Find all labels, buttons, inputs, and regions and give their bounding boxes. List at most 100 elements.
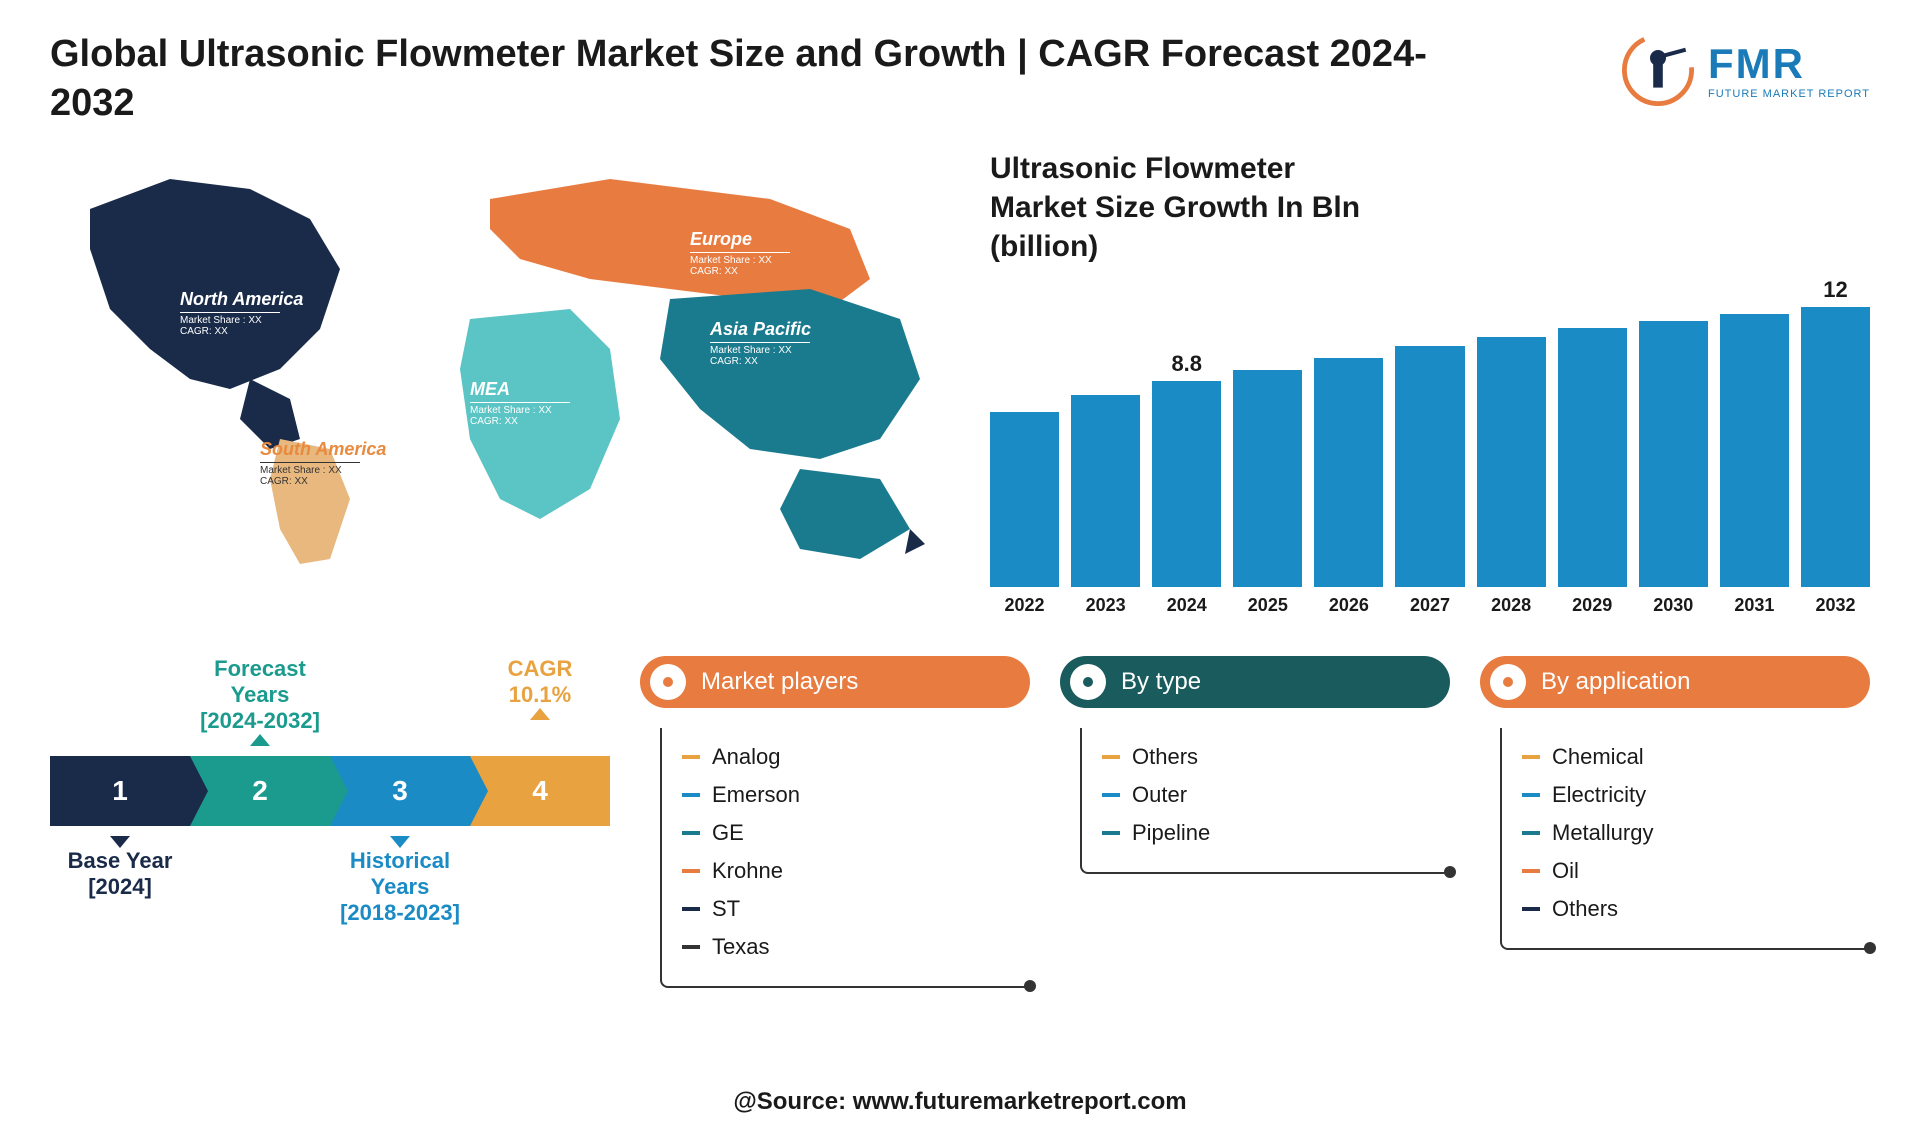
bar-2023: 2023 bbox=[1071, 365, 1140, 615]
timeline-seg-4: 4 bbox=[470, 756, 610, 826]
bar-2026: 2026 bbox=[1314, 328, 1383, 616]
bar-value: 8.8 bbox=[1171, 351, 1202, 377]
chart-title: Ultrasonic Flowmeter Market Size Growth … bbox=[990, 149, 1390, 266]
dash-icon bbox=[1522, 869, 1540, 873]
dash-icon bbox=[1522, 907, 1540, 911]
fmr-logo-icon bbox=[1618, 30, 1698, 110]
dash-icon bbox=[682, 831, 700, 835]
bar-year: 2023 bbox=[1086, 595, 1126, 616]
circle-icon bbox=[1070, 664, 1106, 700]
category-header: By type bbox=[1060, 656, 1450, 708]
category-by-type: By typeOthersOuterPipeline bbox=[1060, 656, 1450, 988]
list-item: Krohne bbox=[682, 852, 1030, 890]
item-label: Chemical bbox=[1552, 744, 1644, 770]
dash-icon bbox=[1522, 755, 1540, 759]
list-item: Metallurgy bbox=[1522, 814, 1870, 852]
category-list: Chemical Electricity Metallurgy Oil Others bbox=[1500, 728, 1870, 950]
bars-container: 202220238.820242025202620272028202920302… bbox=[990, 276, 1870, 616]
category-market-players: Market players Analog Emerson GE Krohne ST Tex… bbox=[640, 656, 1030, 988]
bar-year: 2032 bbox=[1815, 595, 1855, 616]
source-attribution: @Source: www.futuremarketreport.com bbox=[733, 1088, 1186, 1116]
list-item: Pipeline bbox=[1102, 814, 1450, 852]
list-item: Oil bbox=[1522, 852, 1870, 890]
circle-icon bbox=[1490, 664, 1526, 700]
item-label: Oil bbox=[1552, 858, 1579, 884]
bar-rect bbox=[1314, 358, 1383, 587]
item-label: Electricity bbox=[1552, 782, 1646, 808]
categories: Market players Analog Emerson GE Krohne ST Tex… bbox=[640, 656, 1870, 988]
list-item: Outer bbox=[1102, 776, 1450, 814]
bar-year: 2031 bbox=[1734, 595, 1774, 616]
bar-year: 2029 bbox=[1572, 595, 1612, 616]
timeline-seg-2: 2 bbox=[190, 756, 330, 826]
list-item: GE bbox=[682, 814, 1030, 852]
forecast-label: Forecast Years [2024-2032] bbox=[190, 656, 330, 746]
timeline: Forecast Years [2024-2032] CAGR 10.1% 1 … bbox=[50, 656, 610, 926]
bar-rect bbox=[1558, 328, 1627, 587]
bar-year: 2027 bbox=[1410, 595, 1450, 616]
circle-icon bbox=[650, 664, 686, 700]
bar-2027: 2027 bbox=[1395, 316, 1464, 615]
bar-2032: 122032 bbox=[1801, 277, 1870, 616]
dash-icon bbox=[1102, 755, 1120, 759]
dash-icon bbox=[682, 793, 700, 797]
bar-2030: 2030 bbox=[1639, 291, 1708, 616]
item-label: Analog bbox=[712, 744, 781, 770]
bar-2024: 8.8 2024 bbox=[1152, 351, 1221, 615]
list-item: Others bbox=[1522, 890, 1870, 928]
item-label: Texas bbox=[712, 934, 769, 960]
bar-rect bbox=[1639, 321, 1708, 587]
region-label-north-america: North AmericaMarket Share : XXCAGR: XX bbox=[180, 289, 303, 337]
region-label-europe: EuropeMarket Share : XXCAGR: XX bbox=[690, 229, 790, 277]
region-label-south-america: South AmericaMarket Share : XXCAGR: XX bbox=[260, 439, 386, 487]
dash-icon bbox=[1522, 831, 1540, 835]
region-label-mea: MEAMarket Share : XXCAGR: XX bbox=[470, 379, 570, 427]
bar-year: 2024 bbox=[1167, 595, 1207, 616]
timeline-seg-1: 1 bbox=[50, 756, 190, 826]
dash-icon bbox=[682, 907, 700, 911]
list-item: Electricity bbox=[1522, 776, 1870, 814]
timeline-bar: 1 2 3 4 bbox=[50, 756, 610, 826]
logo-text: FMR FUTURE MARKET REPORT bbox=[1708, 40, 1870, 100]
item-label: ST bbox=[712, 896, 740, 922]
dash-icon bbox=[1102, 831, 1120, 835]
list-item: Emerson bbox=[682, 776, 1030, 814]
map-svg bbox=[50, 149, 950, 569]
category-title: Market players bbox=[701, 668, 858, 696]
dash-icon bbox=[1522, 793, 1540, 797]
bottom-section: Forecast Years [2024-2032] CAGR 10.1% 1 … bbox=[50, 656, 1870, 988]
historical-label: Historical Years [2018-2023] bbox=[330, 836, 470, 926]
bar-chart: Ultrasonic Flowmeter Market Size Growth … bbox=[990, 149, 1870, 616]
bar-year: 2022 bbox=[1005, 595, 1045, 616]
dash-icon bbox=[682, 755, 700, 759]
timeline-seg-3: 3 bbox=[330, 756, 470, 826]
category-header: Market players bbox=[640, 656, 1030, 708]
logo-subtitle: FUTURE MARKET REPORT bbox=[1708, 88, 1870, 100]
bar-year: 2030 bbox=[1653, 595, 1693, 616]
bar-year: 2026 bbox=[1329, 595, 1369, 616]
category-header: By application bbox=[1480, 656, 1870, 708]
item-label: Krohne bbox=[712, 858, 783, 884]
list-item: Chemical bbox=[1522, 738, 1870, 776]
base-year-label: Base Year [2024] bbox=[50, 836, 190, 926]
region-label-asia-pacific: Asia PacificMarket Share : XXCAGR: XX bbox=[710, 319, 811, 367]
category-title: By application bbox=[1541, 668, 1690, 696]
bar-2031: 2031 bbox=[1720, 284, 1789, 616]
bar-2029: 2029 bbox=[1558, 298, 1627, 616]
category-list: OthersOuterPipeline bbox=[1080, 728, 1450, 874]
item-label: Emerson bbox=[712, 782, 800, 808]
bar-year: 2028 bbox=[1491, 595, 1531, 616]
item-label: Metallurgy bbox=[1552, 820, 1653, 846]
top-section: North AmericaMarket Share : XXCAGR: XX So… bbox=[50, 149, 1870, 616]
item-label: Pipeline bbox=[1132, 820, 1210, 846]
cagr-label: CAGR 10.1% bbox=[470, 656, 610, 746]
logo-fmr: FMR bbox=[1708, 40, 1870, 88]
item-label: GE bbox=[712, 820, 744, 846]
bar-2022: 2022 bbox=[990, 382, 1059, 616]
dash-icon bbox=[1102, 793, 1120, 797]
category-title: By type bbox=[1121, 668, 1201, 696]
bar-rect bbox=[1720, 314, 1789, 587]
page-title: Global Ultrasonic Flowmeter Market Size … bbox=[50, 30, 1450, 129]
bar-rect bbox=[1071, 395, 1140, 586]
list-item: ST bbox=[682, 890, 1030, 928]
